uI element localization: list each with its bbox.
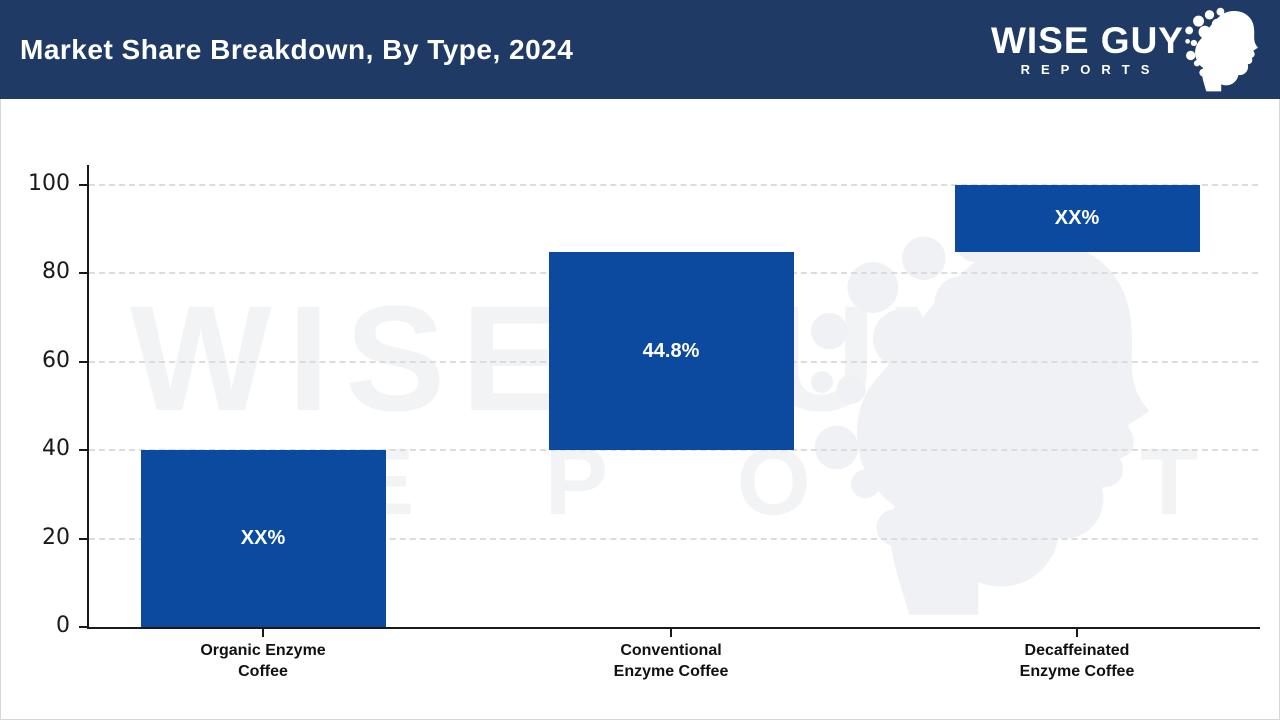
x-category-label-0: Organic Enzyme Coffee (200, 642, 326, 680)
gridline-100 (89, 184, 1258, 186)
y-axis-line (87, 165, 89, 629)
gridline-40 (89, 449, 1258, 452)
y-tick-label-60: 60 (42, 347, 70, 373)
y-tick-label-20: 20 (42, 524, 70, 550)
logo-wordmark: WISE GUY (990, 19, 1184, 61)
y-tick-label-100: 100 (28, 171, 70, 196)
x-category-label-2: Decaffeinated Enzyme Coffee (1019, 642, 1135, 680)
x-tick-0 (262, 629, 264, 637)
y-tick-label-0: 0 (56, 613, 70, 638)
bar-value-label-0: XX% (240, 527, 286, 550)
page-title: Market Share Breakdown, By Type, 2024 (20, 33, 574, 65)
gridline-20 (89, 537, 1258, 540)
y-tick-label-80: 80 (42, 259, 70, 285)
y-tick-60 (79, 360, 87, 363)
y-tick-20 (79, 537, 87, 540)
y-tick-40 (79, 449, 87, 452)
bar-segment-0: XX% (140, 450, 386, 627)
watermark-head-icon (782, 222, 1182, 622)
bar-segment-1: 44.8% (548, 252, 794, 451)
y-tick-80 (79, 272, 87, 275)
logo-head-icon (1178, 7, 1266, 93)
bar-value-label-1: 44.8% (642, 339, 700, 362)
wise-guy-logo: WISE GUY REPORTS (991, 7, 1266, 93)
logo-text: WISE GUY REPORTS (990, 19, 1184, 78)
y-tick-100 (79, 184, 87, 186)
bar-segment-2: XX% (954, 185, 1200, 253)
x-category-label-1: Conventional Enzyme Coffee (613, 642, 729, 680)
y-tick-0 (79, 626, 87, 628)
x-axis-line (87, 627, 1260, 629)
header-bar: Market Share Breakdown, By Type, 2024 WI… (0, 0, 1280, 99)
x-tick-2 (1076, 629, 1078, 637)
x-tick-1 (670, 629, 672, 637)
y-tick-label-40: 40 (42, 436, 70, 462)
bar-value-label-2: XX% (1054, 207, 1100, 230)
logo-subtitle: REPORTS (1020, 61, 1161, 77)
